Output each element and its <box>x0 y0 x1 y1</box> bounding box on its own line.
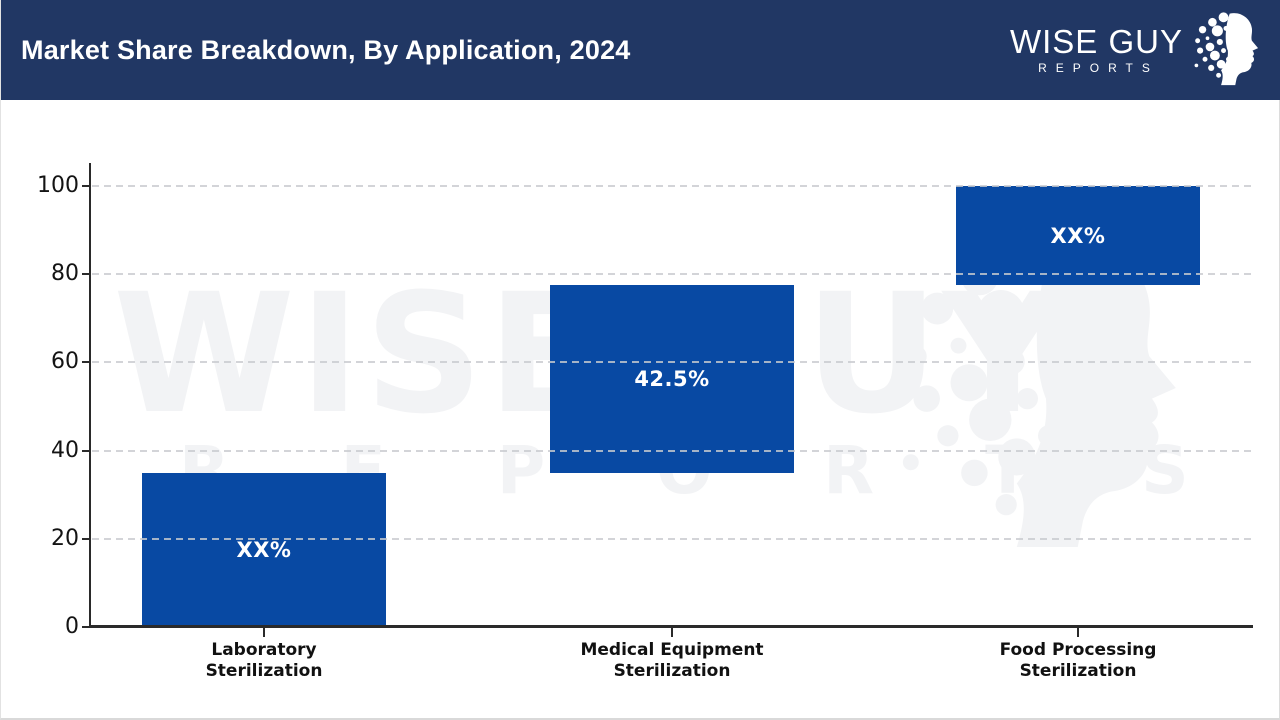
y-tick-label-20: 20 <box>51 525 79 551</box>
y-tick-40 <box>82 449 89 452</box>
logo-head-icon <box>1194 12 1259 86</box>
y-tick-label-0: 0 <box>65 614 79 639</box>
bar-value-label: 42.5% <box>634 366 710 391</box>
bar-segment-2: 42.5% <box>550 285 794 473</box>
header-bar: Market Share Breakdown, By Application, … <box>1 0 1280 100</box>
y-tick-60 <box>82 361 89 364</box>
y-tick-label-40: 40 <box>51 437 79 463</box>
x-axis-line <box>89 625 1253 628</box>
gridline-100 <box>92 185 1254 187</box>
y-tick-100 <box>82 185 89 187</box>
x-tick-3 <box>1077 628 1079 637</box>
category-label-2: Medical Equipment Sterilization <box>580 640 764 681</box>
y-tick-label-100: 100 <box>37 173 79 198</box>
y-tick-20 <box>82 537 89 540</box>
bar-value-label: XX% <box>236 537 292 562</box>
category-label-1: Laboratory Sterilization <box>205 640 323 681</box>
y-tick-label-80: 80 <box>51 261 79 287</box>
bar-segment-3: XX% <box>956 186 1200 286</box>
bar-segment-1: XX% <box>142 472 386 627</box>
chart-title: Market Share Breakdown, By Application, … <box>21 34 631 65</box>
category-label-3: Food Processing Sterilization <box>999 640 1157 681</box>
gridline-40 <box>92 449 1254 452</box>
y-tick-0 <box>82 626 89 628</box>
y-tick-label-60: 60 <box>51 349 79 375</box>
x-tick-1 <box>263 628 265 637</box>
gridline-60 <box>92 361 1254 364</box>
y-tick-80 <box>82 273 89 276</box>
bar-value-label: XX% <box>1050 223 1106 248</box>
gridline-80 <box>92 273 1254 276</box>
gridline-20 <box>92 537 1254 540</box>
logo-subtext: REPORTS <box>1038 61 1159 75</box>
y-axis-line <box>89 163 91 628</box>
wise-guy-reports-logo: WISE GUY REPORTS <box>1010 9 1263 91</box>
logo-text: WISE GUY REPORTS <box>1010 25 1183 75</box>
x-tick-2 <box>671 628 673 637</box>
logo-wordmark: WISE GUY <box>1009 23 1183 60</box>
